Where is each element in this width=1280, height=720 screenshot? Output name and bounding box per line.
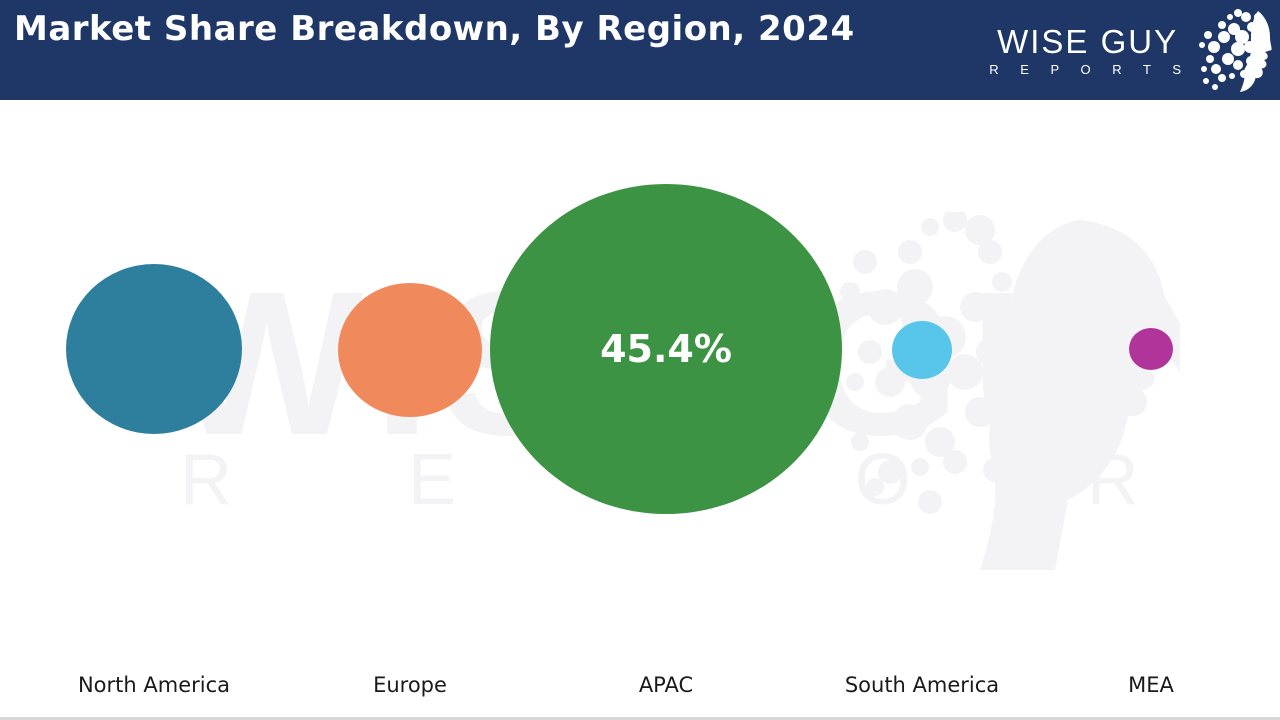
bubble-south-america[interactable] [892,321,952,379]
brand-logo-line1: WISE GUY [997,23,1179,61]
bubble-apac[interactable] [490,184,842,514]
category-label-mea: MEA [1128,673,1174,697]
bubble-value-label-apac: 45.4% [600,327,732,371]
brand-logo-text: WISE GUY R E P O R T S [985,25,1190,77]
bubble-north-america[interactable] [66,264,242,434]
brand-face-icon [1199,9,1272,92]
bottom-divider [0,717,1280,720]
page-title: Market Share Breakdown, By Region, 2024 [14,9,855,49]
category-label-europe: Europe [373,673,447,697]
category-label-south-america: South America [844,673,1000,697]
brand-logo-line2: R E P O R T S [989,61,1190,77]
bubble-chart: North America Europe 45.4% APAC South Americ… [0,100,1280,720]
bubble-europe[interactable] [338,283,482,417]
category-label-apac: APAC [638,673,694,697]
header-bar: Market Share Breakdown, By Region, 2024 … [0,0,1280,100]
bubble-mea[interactable] [1129,328,1173,370]
category-label-north-america: North America [77,673,231,697]
brand-logo: WISE GUY R E P O R T S [985,6,1272,96]
